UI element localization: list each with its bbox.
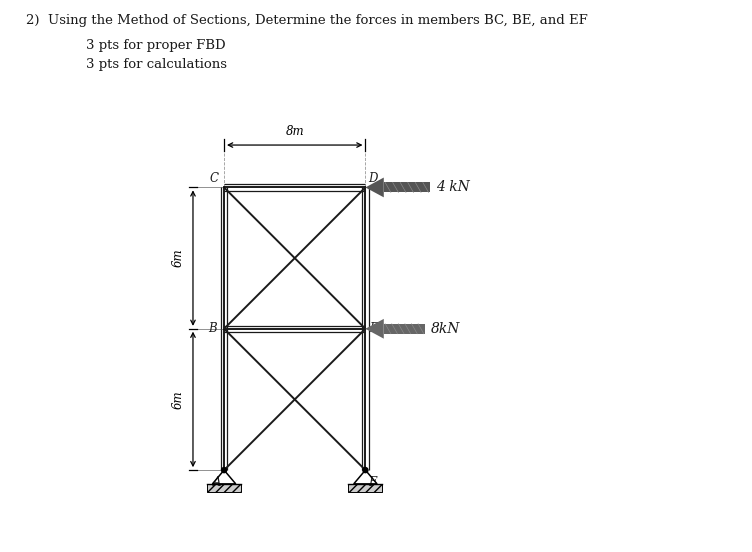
Bar [207,484,241,492]
Text: 8kN: 8kN [430,322,459,336]
Polygon shape [365,178,384,197]
Circle shape [363,468,368,473]
Text: F: F [368,476,377,489]
Circle shape [222,468,226,473]
Bar [348,484,382,492]
Text: E: E [369,322,378,335]
Bar [384,324,425,334]
Text: 4 kN: 4 kN [436,181,470,194]
Text: 8m: 8m [286,125,304,138]
Text: C: C [210,172,219,185]
Text: 3 pts for calculations: 3 pts for calculations [86,58,227,71]
Text: 3 pts for proper FBD: 3 pts for proper FBD [86,39,226,52]
Polygon shape [365,319,384,339]
Bar [384,183,430,193]
Text: D: D [368,172,378,185]
Text: 2)  Using the Method of Sections, Determine the forces in members BC, BE, and EF: 2) Using the Method of Sections, Determi… [26,14,588,27]
Text: 6m: 6m [171,390,184,408]
Text: B: B [208,322,217,335]
Text: A: A [213,476,221,489]
Text: 6m: 6m [171,249,184,267]
